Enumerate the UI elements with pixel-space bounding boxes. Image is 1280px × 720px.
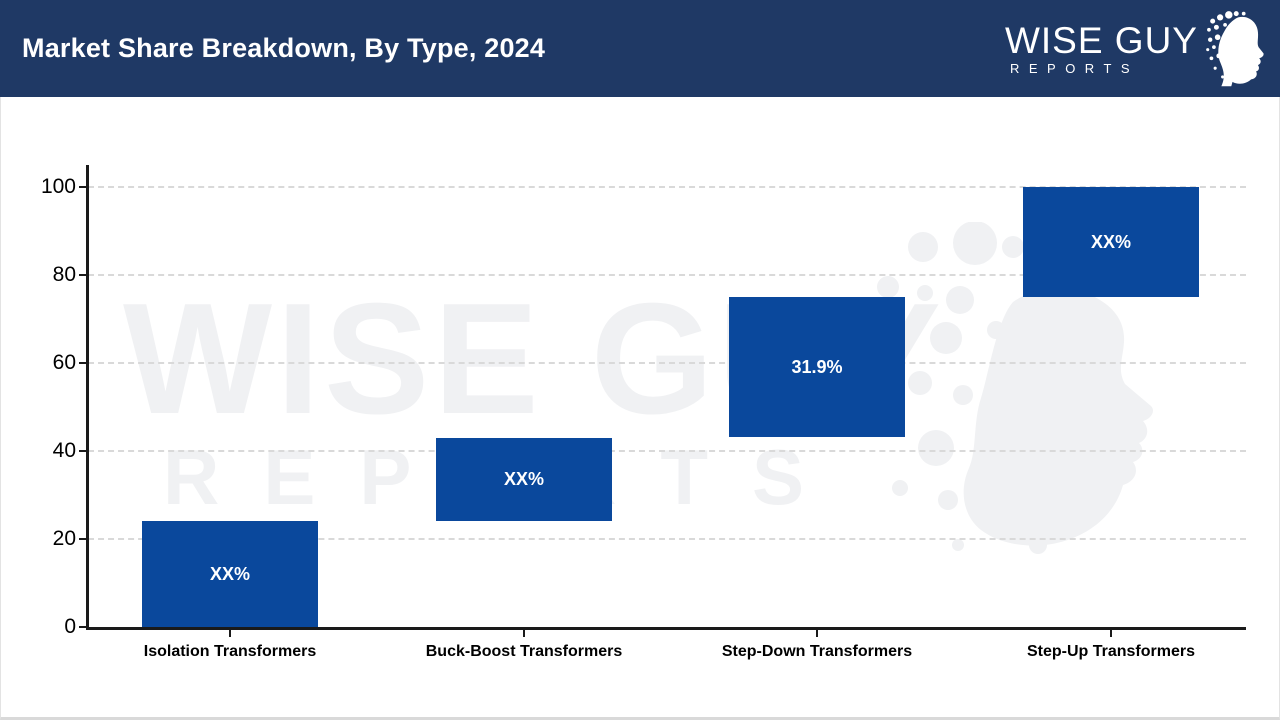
y-axis-tick-label: 20 — [52, 527, 76, 550]
bar-value-label: XX% — [503, 469, 545, 490]
x-axis-tick — [229, 629, 231, 637]
y-axis-tick-label: 40 — [52, 439, 76, 462]
header-bar: Market Share Breakdown, By Type, 2024 WI… — [0, 0, 1280, 97]
y-axis-tick — [79, 538, 88, 540]
y-axis-tick-label: 60 — [52, 351, 76, 374]
logo-name: WISE GUY — [1004, 20, 1198, 61]
gridline-100 — [88, 186, 1246, 188]
y-axis-tick-label: 0 — [64, 615, 76, 638]
x-axis-line — [86, 627, 1246, 630]
logo-subtitle: REPORTS — [1009, 61, 1140, 76]
logo-wordmark: WISE GUY REPORTS — [1005, 22, 1198, 75]
bar-value-label: 31.9% — [791, 356, 843, 377]
gridline-80 — [88, 274, 1246, 276]
x-axis-category-label: Step-Up Transformers — [1026, 643, 1196, 660]
bar-step-down-transformers: 31.9% — [729, 297, 905, 438]
x-axis-tick — [816, 629, 818, 637]
y-axis-tick — [79, 362, 88, 364]
y-axis-tick — [79, 626, 88, 628]
logo-head-icon — [1206, 10, 1264, 86]
y-axis-tick — [79, 274, 88, 276]
gridline-20 — [88, 538, 1246, 540]
gridline-40 — [88, 450, 1246, 452]
bar-isolation-transformers: XX% — [142, 521, 318, 627]
y-axis-tick-label: 100 — [40, 175, 76, 198]
bar-step-up-transformers: XX% — [1023, 187, 1199, 297]
y-axis-tick — [79, 186, 88, 188]
x-axis-tick — [1110, 629, 1112, 637]
y-axis-tick — [79, 450, 88, 452]
x-axis-category-label: Step-Down Transformers — [721, 643, 913, 660]
y-axis-tick-label: 80 — [52, 263, 76, 286]
x-axis-category-label: Buck-Boost Transformers — [425, 643, 623, 660]
y-axis-line — [86, 165, 89, 630]
page-title: Market Share Breakdown, By Type, 2024 — [22, 33, 546, 63]
bar-value-label: XX% — [1090, 231, 1132, 252]
gridline-60 — [88, 362, 1246, 364]
bar-buck-boost-transformers: XX% — [436, 437, 612, 522]
x-axis-tick — [523, 629, 525, 637]
x-axis-category-label: Isolation Transformers — [143, 643, 317, 660]
bar-value-label: XX% — [209, 563, 251, 584]
wise-guy-logo: WISE GUY REPORTS — [1005, 10, 1266, 88]
